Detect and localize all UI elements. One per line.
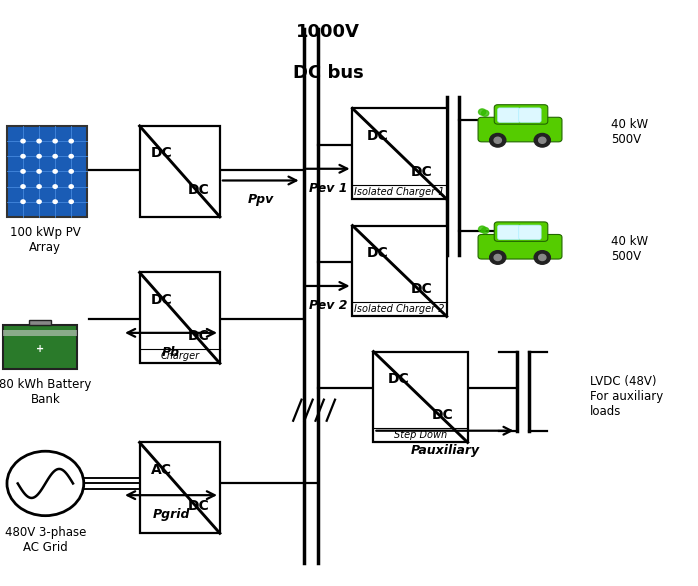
Circle shape xyxy=(482,110,489,117)
Bar xyxy=(373,352,468,442)
Text: Pev 1: Pev 1 xyxy=(309,182,348,195)
Text: LVDC (48V)
For auxiliary
loads: LVDC (48V) For auxiliary loads xyxy=(590,375,663,418)
FancyBboxPatch shape xyxy=(494,105,548,124)
Text: 100 kWp PV
Array: 100 kWp PV Array xyxy=(10,226,81,254)
Circle shape xyxy=(37,185,41,188)
Circle shape xyxy=(7,451,84,516)
Circle shape xyxy=(21,155,25,158)
Text: DC: DC xyxy=(150,146,172,160)
Circle shape xyxy=(534,251,551,264)
Circle shape xyxy=(69,155,73,158)
Circle shape xyxy=(494,254,501,261)
FancyBboxPatch shape xyxy=(478,234,562,259)
Circle shape xyxy=(490,134,506,147)
Circle shape xyxy=(53,139,57,143)
Text: Pb: Pb xyxy=(162,346,180,359)
Text: AC: AC xyxy=(151,463,172,476)
Circle shape xyxy=(479,226,486,232)
Circle shape xyxy=(479,109,486,115)
Text: Step Down: Step Down xyxy=(394,430,447,440)
Text: Pauxiliary: Pauxiliary xyxy=(410,444,480,456)
Bar xyxy=(3,329,77,336)
Text: DC: DC xyxy=(187,183,209,196)
Bar xyxy=(140,126,220,217)
FancyBboxPatch shape xyxy=(498,225,520,240)
Text: DC: DC xyxy=(410,282,432,296)
Circle shape xyxy=(21,185,25,188)
Circle shape xyxy=(53,170,57,173)
Text: DC: DC xyxy=(150,293,172,306)
Text: DC: DC xyxy=(187,329,209,343)
Bar xyxy=(7,126,87,217)
Text: +: + xyxy=(36,345,44,355)
Circle shape xyxy=(53,185,57,188)
Text: DC: DC xyxy=(388,372,410,386)
Bar xyxy=(29,320,51,325)
FancyBboxPatch shape xyxy=(519,108,541,122)
Text: DC: DC xyxy=(410,165,432,179)
Circle shape xyxy=(69,139,73,143)
Circle shape xyxy=(494,137,501,144)
Circle shape xyxy=(21,139,25,143)
Bar xyxy=(352,108,447,199)
Circle shape xyxy=(539,254,546,261)
Text: DC: DC xyxy=(367,246,389,260)
Text: Ppv: Ppv xyxy=(248,193,274,206)
Text: Isolated Charger 1: Isolated Charger 1 xyxy=(355,187,445,197)
FancyBboxPatch shape xyxy=(498,108,520,122)
Text: 40 kW
500V: 40 kW 500V xyxy=(611,118,648,146)
Circle shape xyxy=(21,200,25,203)
Circle shape xyxy=(37,200,41,203)
Text: 480V 3-phase
AC Grid: 480V 3-phase AC Grid xyxy=(5,526,86,554)
Circle shape xyxy=(539,137,546,144)
Text: Pgrid: Pgrid xyxy=(152,508,190,521)
FancyBboxPatch shape xyxy=(494,222,548,241)
Text: Charger: Charger xyxy=(160,351,200,361)
Circle shape xyxy=(482,227,489,234)
Text: 40 kW
500V: 40 kW 500V xyxy=(611,235,648,263)
Text: 1000V: 1000V xyxy=(296,23,360,42)
FancyBboxPatch shape xyxy=(478,117,562,142)
Text: Pev 2: Pev 2 xyxy=(309,299,348,312)
Circle shape xyxy=(21,170,25,173)
Circle shape xyxy=(69,185,73,188)
Circle shape xyxy=(69,200,73,203)
Circle shape xyxy=(53,155,57,158)
Circle shape xyxy=(534,134,551,147)
Circle shape xyxy=(490,251,506,264)
FancyBboxPatch shape xyxy=(519,225,541,240)
Text: Isolated Charger 2: Isolated Charger 2 xyxy=(355,304,445,314)
Circle shape xyxy=(53,200,57,203)
Bar xyxy=(140,442,220,533)
Bar xyxy=(352,226,447,316)
Text: 80 kWh Battery
Bank: 80 kWh Battery Bank xyxy=(0,378,91,406)
Circle shape xyxy=(37,170,41,173)
Text: DC: DC xyxy=(431,408,453,422)
Bar xyxy=(140,272,220,363)
Bar xyxy=(3,325,77,369)
Circle shape xyxy=(37,155,41,158)
Circle shape xyxy=(69,170,73,173)
Text: DC bus: DC bus xyxy=(292,64,364,83)
Text: DC: DC xyxy=(367,129,389,142)
Circle shape xyxy=(37,139,41,143)
Text: DC: DC xyxy=(187,499,209,513)
